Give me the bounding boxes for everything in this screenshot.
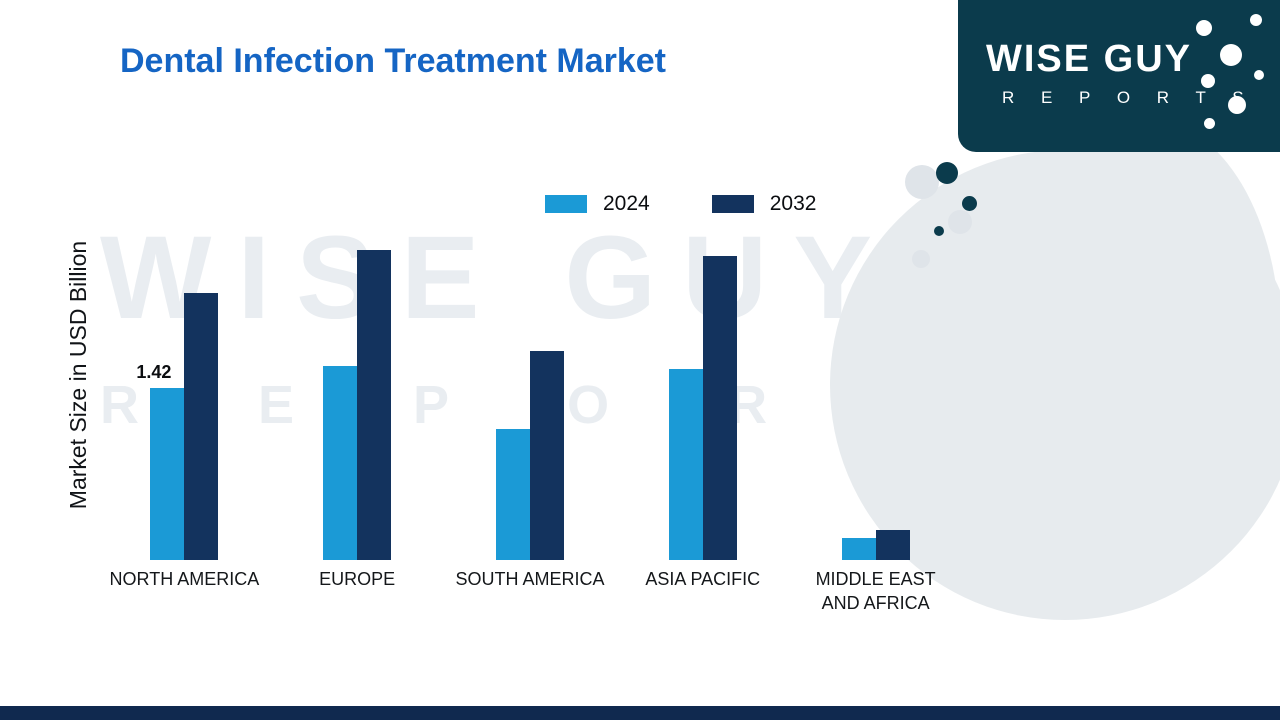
y-axis-label: Market Size in USD Billion [65,240,91,510]
bar-group: 1.42 NORTH AMERICA [98,220,271,589]
bar-2024-south-america [495,429,530,560]
bar-2024-europe [323,366,358,560]
bar-2024-asia-pacific [668,369,703,560]
logo-face-dot [1228,96,1246,114]
logo-reports-text: R E P O R T S [1002,88,1255,107]
bar-pair [841,220,910,560]
bar-2032-south-america [529,351,564,560]
bar-group: ASIA PACIFIC [616,220,789,589]
logo: WISE GUY R E P O R T S [958,0,1280,152]
logo-face-dot [1254,70,1264,80]
bar-2024-north-america: 1.42 [136,362,185,560]
legend-swatch-2024 [545,195,587,213]
page-title: Dental Infection Treatment Market [120,42,667,80]
decorative-dot [962,196,977,211]
decorative-dot [905,165,939,199]
decorative-dot [912,250,930,268]
bar-group: SOUTH AMERICA [444,220,617,589]
decorative-dot [934,226,944,236]
logo-face-dot [1220,44,1242,66]
category-label: SOUTH AMERICA [455,569,605,589]
bottom-accent-bar [0,706,1280,720]
legend-item-2032: 2032 [711,192,817,216]
face-profile-watermark [1030,120,1280,540]
bar-pair [668,220,737,560]
category-label: EUROPE [319,569,396,589]
bar-chart: 1.42 NORTH AMERICA EUROPE SOUTH AMERICA ASIA… [98,220,962,613]
bar-group: EUROPE [271,220,444,589]
bar-group: MIDDLE EAST AND AFRICA [789,220,962,613]
value-label: 1.42 [136,362,172,382]
bar-2032-middle-east-and-africa [875,530,910,560]
bar-2024-middle-east-and-africa [841,538,876,560]
logo-face-dot [1201,74,1215,88]
bar-pair: 1.42 [136,220,219,560]
logo-face-dot [1204,118,1215,129]
logo-face-dot [1196,20,1212,36]
legend-swatch-2032 [711,195,754,213]
legend-label: 2032 [769,192,817,215]
logo-face-dot [1250,14,1262,26]
bar-2032-north-america [184,293,219,560]
chart-legend: 2024 2032 [545,192,816,216]
bar-2032-asia-pacific [702,256,737,560]
decorative-dot [936,162,958,184]
legend-item-2024: 2024 [545,192,650,216]
bar-2032-europe [357,250,392,560]
bar-pair [323,220,392,560]
watermark-brand-text: WISE GUY [100,212,899,344]
category-label: MIDDLE EAST AND AFRICA [815,569,936,613]
logo-brand-text: WISE GUY [986,38,1193,80]
bar-pair [495,220,564,560]
decorative-dot [948,210,972,234]
legend-label: 2024 [603,192,650,215]
category-label: ASIA PACIFIC [645,569,761,589]
category-label: NORTH AMERICA [109,569,260,589]
